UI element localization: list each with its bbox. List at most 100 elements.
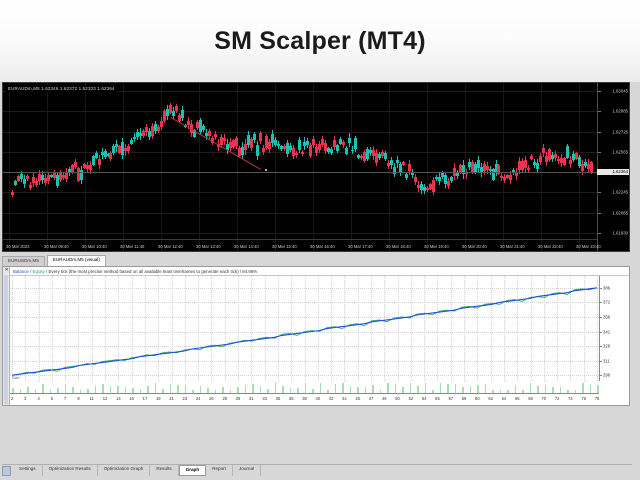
legend-quality-label: 84.98% <box>242 269 258 274</box>
candle-body <box>473 164 477 173</box>
balance-grid-line-vertical <box>277 276 279 381</box>
candle-body <box>393 166 397 174</box>
candle-body <box>100 151 104 156</box>
price-chart[interactable]: EURAUDm,M5 1.62346 1.62372 1.62323 1.623… <box>2 82 630 252</box>
balance-grid-line-vertical <box>198 276 200 381</box>
candle-body <box>470 161 474 173</box>
lot-size-bar <box>124 386 127 393</box>
candle-body <box>488 168 492 172</box>
lot-size-bar <box>454 384 457 393</box>
tester-tab-optimization-results[interactable]: Optimization Results <box>43 465 98 476</box>
trade-index-label: 42 <box>328 396 334 401</box>
balance-grid-line-vertical <box>118 276 120 381</box>
chart-tab-1[interactable]: EURUSDm,M5 <box>2 256 45 266</box>
candle-body <box>285 142 289 154</box>
candle-body <box>279 146 283 150</box>
price-grid-line <box>3 212 597 214</box>
time-tick-label: 30 Mar 19:40 <box>424 244 449 249</box>
price-grid-line <box>3 192 597 194</box>
balance-tick-dash <box>600 287 602 289</box>
lot-size-bar <box>169 384 172 393</box>
candle-body <box>584 161 588 166</box>
lot-size-bar <box>522 389 524 393</box>
candle-body <box>16 176 20 181</box>
current-price-badge: 1.62364 <box>597 169 629 176</box>
lot-size-bar <box>102 384 104 393</box>
trade-index-label: 64 <box>501 396 507 401</box>
time-tick-label: 30 Mar 21:40 <box>500 244 525 249</box>
candle-body <box>560 157 564 163</box>
lot-size-bar <box>42 384 44 393</box>
chart-tab-strip[interactable]: EURUSDm,M5 EURAUDm,M5 (visual) <box>2 254 630 266</box>
candle-body <box>443 174 447 185</box>
candle-body <box>324 143 328 151</box>
candle-body <box>124 148 128 152</box>
price-tick-label: 1.62245 <box>612 189 628 195</box>
tester-tab-bar[interactable]: Settings Optimization Results Optimization… <box>2 464 632 476</box>
price-chart-x-axis[interactable]: 30 Mar 2023 30 Mar 09:40 30 Mar 10:40 30 Ma… <box>3 239 601 251</box>
candle-body <box>515 172 519 176</box>
balance-grid-line-vertical <box>171 276 173 381</box>
lot-size-bar <box>492 389 494 393</box>
price-tick-label: 1.62725 <box>612 129 628 135</box>
candle-body <box>345 147 349 154</box>
candle-body <box>219 137 223 145</box>
lot-size-bar <box>424 382 427 393</box>
candle-body <box>196 122 200 129</box>
close-icon[interactable]: ✕ <box>4 267 9 273</box>
lot-size-bar <box>342 382 344 393</box>
candle-body <box>476 160 480 168</box>
candle-body <box>318 143 322 150</box>
lot-size-bar <box>274 382 277 393</box>
chart-tab-2[interactable]: EURAUDm,M5 (visual) <box>46 255 106 266</box>
price-chart-y-axis[interactable]: 1.630451.628851.627251.625651.624051.622… <box>597 83 629 251</box>
lot-size-bar <box>57 387 59 393</box>
balance-grid-line-vertical <box>238 276 240 381</box>
lot-size-bar <box>79 389 82 393</box>
candle-body <box>181 109 185 118</box>
trade-index-label: 31 <box>249 396 254 401</box>
lot-size-bar <box>312 388 314 393</box>
price-grid-line-vertical <box>161 83 162 251</box>
candle-body <box>225 143 229 151</box>
trade-index-label: 44 <box>342 396 347 401</box>
lot-size-bar <box>364 386 367 393</box>
price-chart-plot-area[interactable] <box>3 83 597 251</box>
balance-graph-legend: Balance / Equity / Every tick (the most … <box>10 267 629 276</box>
tester-tab-results[interactable]: Results <box>150 465 179 476</box>
candle-body <box>142 130 146 136</box>
tester-tab-graph[interactable]: Graph <box>178 465 207 476</box>
candle-body <box>428 184 432 190</box>
tester-tab-optimization-graph[interactable]: Optimization Graph <box>98 465 151 476</box>
candle-body <box>410 172 414 175</box>
trade-index-label: 66 <box>514 396 520 401</box>
price-grid-line <box>3 151 597 153</box>
balance-tick-label: 371 <box>603 299 611 305</box>
candle-body <box>25 175 29 180</box>
trade-index-label: 62 <box>488 396 493 401</box>
candle-body <box>91 156 95 165</box>
price-grid-line-vertical <box>237 83 238 251</box>
lot-size-bar <box>109 386 112 393</box>
lot-size-bar <box>552 387 554 393</box>
candle-body <box>205 132 208 137</box>
trade-index-label: 70 <box>541 396 547 401</box>
balance-tick-dash <box>600 375 602 377</box>
candle-body <box>336 145 340 152</box>
tester-tab-report[interactable]: Report <box>206 465 233 476</box>
candle-body <box>321 138 325 145</box>
tester-tab-list[interactable]: Settings Optimization Results Optimization… <box>13 465 262 476</box>
tester-tab-settings[interactable]: Settings <box>13 465 43 476</box>
tester-tab-journal[interactable]: Journal <box>233 465 262 476</box>
balance-graph-plot-area[interactable] <box>10 276 599 381</box>
lot-size-bar <box>139 389 142 393</box>
balance-grid-line-vertical <box>317 276 319 381</box>
candle-body <box>509 174 513 180</box>
balance-grid-line-vertical <box>224 276 226 381</box>
candle-body <box>22 179 26 184</box>
time-tick-label: 30 Mar 2023 <box>6 244 30 249</box>
trade-index-label: 45 <box>355 396 360 401</box>
panel-close-column[interactable]: ✕ <box>3 267 10 405</box>
balance-tick-label: 356 <box>603 314 611 320</box>
candle-body <box>234 138 238 146</box>
